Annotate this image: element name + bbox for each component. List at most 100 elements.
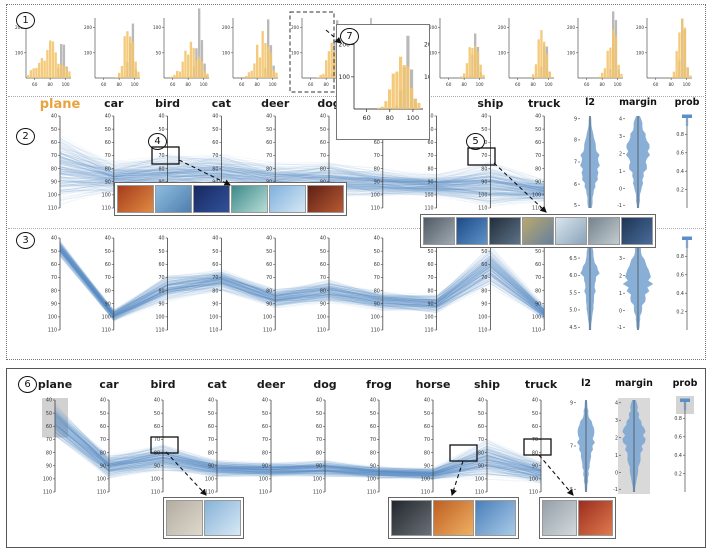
svg-text:110: 110 xyxy=(529,490,538,496)
axis-pcp-brushed-6-l2[interactable]: 9 7 5 xyxy=(570,400,595,493)
thumbnail-bird-paleblue[interactable] xyxy=(269,185,306,213)
axis-pcp-brushed-6-horse[interactable]: 40 50 60 70 80 90 100 110 xyxy=(421,398,434,496)
axis-pcp-selection-3-prob[interactable]: 0.8 0.6 0.4 0.2 xyxy=(676,236,692,331)
class-header-truck[interactable]: truck xyxy=(524,378,558,391)
axis-pcp-selection-2-horse[interactable]: 40 50 60 70 80 90 100 110 xyxy=(424,114,438,212)
class-header-car[interactable]: car xyxy=(104,97,124,110)
axis-pcp-brushed-6-margin[interactable]: 4 3 2 1 0 -1 xyxy=(613,400,646,493)
axis-pcp-selection-3-frog[interactable]: 40 50 60 70 80 90 100 110 xyxy=(371,236,384,334)
metric-header-margin[interactable]: margin xyxy=(619,97,657,108)
thumbnail-bird-red[interactable] xyxy=(117,185,154,213)
axis-pcp-brushed-6-deer[interactable]: 40 50 60 70 80 90 100 110 xyxy=(259,398,272,496)
axis-pcp-selection-2-prob[interactable]: 0.8 0.6 0.4 0.2 xyxy=(676,114,692,209)
histogram-horse[interactable]: 200 100 60 80 100 xyxy=(498,18,554,87)
metric-header-margin[interactable]: margin xyxy=(615,378,653,389)
class-header-car[interactable]: car xyxy=(99,378,119,391)
class-header-plane[interactable]: plane xyxy=(37,378,73,391)
svg-text:0: 0 xyxy=(615,470,618,476)
svg-text:50: 50 xyxy=(46,411,52,417)
class-header-bird[interactable]: bird xyxy=(150,378,176,391)
svg-text:110: 110 xyxy=(263,328,272,334)
svg-text:110: 110 xyxy=(97,490,106,496)
thumbnail-plane-blue[interactable] xyxy=(475,500,516,536)
axis-pcp-selection-3-plane[interactable]: 40 50 60 70 80 90 100 110 xyxy=(48,236,61,334)
axis-pcp-selection-2-l2[interactable]: 9 8 7 6 5 xyxy=(574,116,600,209)
axis-pcp-brushed-6-ship[interactable]: 40 50 60 70 80 90 100 110 xyxy=(475,398,488,496)
thumbnail-plane-orange[interactable] xyxy=(433,500,474,536)
svg-text:1: 1 xyxy=(615,453,618,459)
svg-text:70: 70 xyxy=(154,437,160,443)
svg-text:100: 100 xyxy=(407,114,419,122)
metric-header-l2[interactable]: l2 xyxy=(581,378,591,389)
metric-header-l2[interactable]: l2 xyxy=(585,97,595,108)
axis-pcp-brushed-6-prob[interactable]: 0.8 0.6 0.4 0.2 xyxy=(674,398,690,493)
axis-pcp-selection-3-car[interactable]: 40 50 60 70 80 90 100 110 xyxy=(102,236,115,334)
thumbnail-bird-blue[interactable] xyxy=(204,500,241,536)
thumbnail-bird-teal[interactable] xyxy=(231,185,268,213)
histogram-truck[interactable]: 200 100 60 80 100 xyxy=(636,18,692,87)
class-header-truck[interactable]: truck xyxy=(528,97,561,110)
axis-pcp-selection-3-cat[interactable]: 40 50 60 70 80 90 100 110 xyxy=(209,236,222,334)
axis-pcp-selection-2-plane[interactable]: 40 50 60 70 80 90 100 110 xyxy=(48,114,61,212)
svg-text:60: 60 xyxy=(308,82,314,87)
svg-text:100: 100 xyxy=(367,477,376,483)
axis-pcp-selection-2-car[interactable]: 40 50 60 70 80 90 100 110 xyxy=(102,114,115,212)
class-header-horse[interactable]: horse xyxy=(415,378,451,391)
class-header-ship[interactable]: ship xyxy=(477,97,504,110)
thumbnail-ship-porthole[interactable] xyxy=(621,217,653,245)
svg-text:100: 100 xyxy=(424,193,433,199)
axis-pcp-brushed-6-dog[interactable]: 40 50 60 70 80 90 100 110 xyxy=(313,398,326,496)
histogram-plane[interactable]: 200 100 60 80 100 xyxy=(15,18,71,87)
class-header-cat[interactable]: cat xyxy=(211,97,231,110)
histogram-bird[interactable]: 100 50 60 80 100 xyxy=(153,8,209,87)
svg-text:50: 50 xyxy=(481,249,487,255)
svg-text:110: 110 xyxy=(532,328,541,334)
thumbnail-bird-sky[interactable] xyxy=(155,185,192,213)
axis-pcp-selection-3-dog[interactable]: 40 50 60 70 80 90 100 110 xyxy=(317,236,330,334)
histogram-ship[interactable]: 200 100 60 80 100 xyxy=(567,11,623,87)
histogram-car[interactable]: 200 100 60 80 100 xyxy=(84,18,140,87)
axis-pcp-selection-3-bird[interactable]: 40 50 60 70 80 90 100 110 xyxy=(155,236,169,334)
svg-text:80: 80 xyxy=(323,82,329,87)
axis-pcp-brushed-6-frog[interactable]: 40 50 60 70 80 90 100 110 xyxy=(367,398,380,496)
thumbnail-ship-night[interactable] xyxy=(391,500,432,536)
axis-pcp-selection-3-deer[interactable]: 40 50 60 70 80 90 100 110 xyxy=(263,236,276,334)
class-header-dog[interactable]: dog xyxy=(317,97,341,110)
svg-text:110: 110 xyxy=(43,490,52,496)
axis-pcp-brushed-6-cat[interactable]: 40 50 60 70 80 90 100 110 xyxy=(205,398,218,496)
thumbnail-ship-white[interactable] xyxy=(555,217,587,245)
metric-header-prob[interactable]: prob xyxy=(672,378,698,389)
axis-pcp-selection-3-l2[interactable]: 7.06.56.05.55.04.5 xyxy=(569,238,600,331)
thumbnail-ship-blue[interactable] xyxy=(456,217,488,245)
thumbnail-ship-sunset[interactable] xyxy=(522,217,554,245)
class-header-deer[interactable]: deer xyxy=(261,97,290,110)
svg-text:90: 90 xyxy=(427,301,433,307)
axis-pcp-brushed-6-plane[interactable]: 40 50 60 70 80 90 100 110 xyxy=(43,398,56,496)
svg-text:60: 60 xyxy=(32,82,38,87)
thumbnail-ship-dark[interactable] xyxy=(489,217,521,245)
class-header-cat[interactable]: cat xyxy=(207,378,227,391)
class-header-dog[interactable]: dog xyxy=(313,378,337,391)
metric-header-prob[interactable]: prob xyxy=(674,97,700,108)
svg-text:100: 100 xyxy=(48,315,57,321)
class-header-bird[interactable]: bird xyxy=(155,97,181,110)
svg-text:4: 4 xyxy=(619,116,622,122)
thumbnail-plane-red[interactable] xyxy=(578,500,613,536)
histogram-frog[interactable]: 200 100 60 80 100 xyxy=(429,18,485,87)
thumbnail-bird-darkblue[interactable] xyxy=(193,185,230,213)
class-header-plane[interactable]: plane xyxy=(39,97,81,112)
thumbnail-ship-gray[interactable] xyxy=(423,217,455,245)
class-header-ship[interactable]: ship xyxy=(473,378,501,391)
svg-text:60: 60 xyxy=(535,140,541,146)
thumbnail-bird-gray[interactable] xyxy=(166,500,203,536)
histogram-cat[interactable]: 200 100 60 80 100 xyxy=(222,18,278,87)
thumbnail-bird-maroon[interactable] xyxy=(307,185,344,213)
axis-pcp-selection-2-margin[interactable]: 4 3 2 1 0 -1 xyxy=(617,116,651,209)
thumbnail-ship-fog[interactable] xyxy=(588,217,620,245)
axis-pcp-brushed-6-car[interactable]: 40 50 60 70 80 90 100 110 xyxy=(97,398,110,496)
class-header-frog[interactable]: frog xyxy=(366,378,392,391)
thumbnail-plane-gray[interactable] xyxy=(542,500,577,536)
class-header-deer[interactable]: deer xyxy=(256,378,286,391)
